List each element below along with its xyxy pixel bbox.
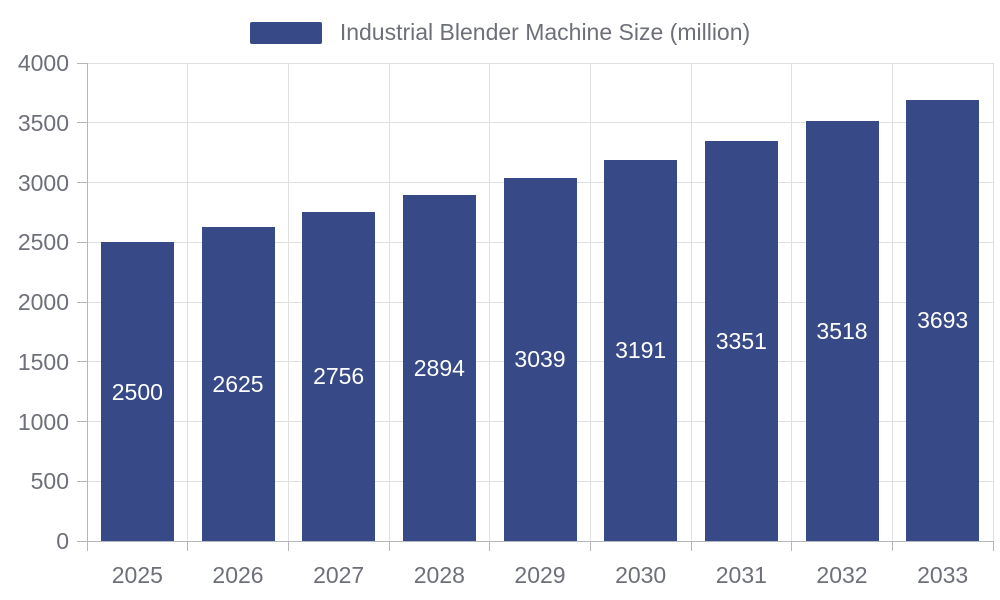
y-axis-label-3500: 3500	[17, 109, 69, 136]
x-axis-label-2030: 2030	[615, 562, 667, 588]
v-gridline	[388, 63, 390, 541]
bar-value-label-2030: 3191	[615, 337, 667, 364]
y-axis-label-500: 500	[30, 468, 69, 495]
y-axis-label-2500: 2500	[17, 229, 69, 256]
bar-value-label-2026: 2625	[212, 371, 264, 398]
y-axis-label-3000: 3000	[17, 169, 69, 196]
x-axis-tick	[992, 541, 994, 551]
h-gridline-4000	[87, 62, 993, 64]
x-axis-label-2026: 2026	[212, 562, 264, 588]
y-axis-tick	[77, 421, 87, 422]
bar-2030[interactable]	[604, 159, 678, 541]
v-gridline	[287, 63, 289, 541]
bar-value-label-2027: 2756	[313, 363, 365, 390]
v-gridline	[589, 63, 591, 541]
bar-value-label-2033: 3693	[917, 307, 969, 334]
v-gridline	[891, 63, 893, 541]
x-axis-label-2025: 2025	[111, 562, 163, 588]
x-axis-tick	[690, 541, 692, 551]
legend[interactable]: Industrial Blender Machine Size (million…	[0, 19, 1000, 46]
x-axis-label-2032: 2032	[816, 562, 868, 588]
bar-2028[interactable]	[402, 195, 476, 541]
x-axis-tick	[589, 541, 591, 551]
x-axis-tick	[489, 541, 491, 551]
x-axis-tick	[388, 541, 390, 551]
x-axis-tick	[791, 541, 793, 551]
x-axis-label-2033: 2033	[917, 562, 969, 588]
y-axis-line	[86, 63, 88, 551]
y-axis-label-1000: 1000	[17, 408, 69, 435]
y-axis-tick	[77, 480, 87, 482]
y-axis-tick	[77, 301, 87, 303]
bar-value-label-2029: 3039	[514, 346, 566, 373]
y-axis-label-0: 0	[56, 528, 69, 554]
bar-value-label-2028: 2894	[413, 355, 465, 382]
x-axis-tick	[891, 541, 893, 551]
bar-value-label-2031: 3351	[715, 327, 767, 354]
bar-2026[interactable]	[201, 227, 275, 541]
y-axis-tick	[77, 540, 87, 542]
y-axis-tick	[77, 361, 87, 363]
y-axis-tick	[77, 62, 87, 64]
legend-swatch	[249, 21, 322, 44]
bar-value-label-2025: 2500	[111, 378, 163, 405]
x-axis-label-2028: 2028	[413, 562, 465, 588]
y-axis-label-1500: 1500	[17, 348, 69, 375]
x-axis-tick	[187, 541, 189, 551]
v-gridline	[690, 63, 692, 541]
bar-2031[interactable]	[704, 140, 778, 541]
y-axis-label-4000: 4000	[17, 50, 69, 76]
bar-2029[interactable]	[503, 177, 577, 541]
bar-value-label-2032: 3518	[816, 317, 868, 344]
v-gridline	[489, 63, 491, 541]
x-axis-line	[87, 540, 993, 542]
y-axis-label-2000: 2000	[17, 289, 69, 315]
bar-2032[interactable]	[805, 120, 879, 541]
y-axis-tick	[77, 182, 87, 183]
x-axis-label-2027: 2027	[313, 562, 365, 588]
bar-2025[interactable]	[100, 242, 174, 541]
y-axis-tick	[77, 241, 87, 243]
v-gridline	[791, 63, 793, 541]
x-axis-tick	[287, 541, 289, 551]
legend-label: Industrial Blender Machine Size (million…	[339, 19, 751, 45]
x-axis-label-2029: 2029	[514, 562, 566, 588]
y-axis-tick	[77, 122, 87, 124]
bar-2027[interactable]	[302, 211, 376, 541]
h-gridline-3500	[87, 122, 993, 124]
bar-2033[interactable]	[906, 99, 980, 541]
v-gridline	[992, 63, 994, 541]
x-axis-label-2031: 2031	[715, 562, 767, 588]
v-gridline	[187, 63, 189, 541]
